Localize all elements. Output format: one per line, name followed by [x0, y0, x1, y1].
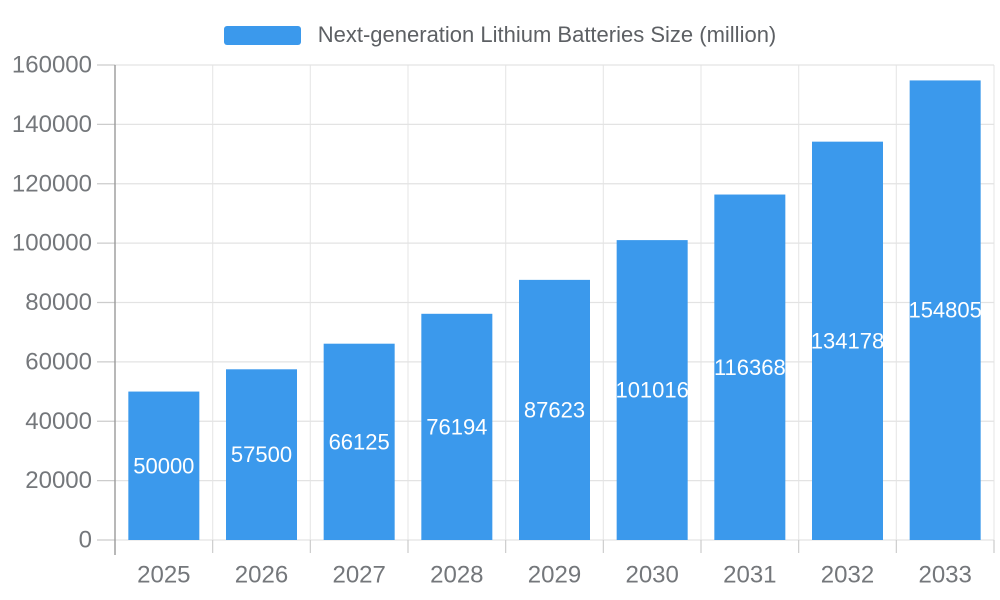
x-axis-label-2033: 2033 [918, 562, 971, 589]
bar-value-label-2026: 57500 [231, 442, 292, 467]
legend-swatch [223, 25, 301, 45]
bar-2025[interactable] [128, 391, 200, 540]
bar-2032[interactable] [812, 141, 883, 540]
x-axis-label-2029: 2029 [528, 562, 581, 589]
y-axis-label: 0 [79, 527, 92, 554]
legend-label: Next-generation Lithium Batteries Size (… [317, 22, 777, 47]
bar-value-label-2028: 76194 [426, 414, 487, 439]
bar-value-label-2031: 116368 [714, 355, 786, 380]
x-axis-label-2032: 2032 [821, 562, 874, 589]
x-axis-label-2028: 2028 [430, 562, 483, 589]
bar-2029[interactable] [519, 279, 590, 540]
legend[interactable]: Next-generation Lithium Batteries Size (… [0, 22, 1000, 48]
y-axis-label: 160000 [12, 52, 92, 79]
bar-value-label-2030: 101016 [615, 378, 688, 403]
bar-value-label-2027: 66125 [329, 429, 390, 454]
bar-2030[interactable] [616, 240, 688, 540]
y-axis-label: 40000 [25, 408, 92, 435]
x-axis-label-2026: 2026 [235, 562, 288, 589]
y-axis-label: 120000 [12, 170, 92, 197]
bar-2027[interactable] [323, 343, 395, 540]
y-axis-label: 140000 [12, 111, 92, 138]
bar-2031[interactable] [714, 194, 786, 540]
x-axis-label-2025: 2025 [137, 562, 190, 589]
y-axis-label: 80000 [25, 289, 92, 316]
x-axis-label-2031: 2031 [723, 562, 776, 589]
bar-value-label-2029: 87623 [524, 397, 585, 422]
bar-value-label-2032: 134178 [811, 328, 884, 353]
bar-2026[interactable] [226, 369, 297, 540]
bar-value-label-2033: 154805 [908, 298, 981, 323]
x-axis-label-2027: 2027 [332, 562, 385, 589]
y-axis-label: 20000 [25, 467, 92, 494]
x-axis-label-2030: 2030 [625, 562, 678, 589]
bar-value-label-2025: 50000 [133, 453, 194, 478]
y-axis-label: 100000 [12, 230, 92, 257]
bar-2028[interactable] [421, 313, 493, 540]
bar-2033[interactable] [909, 80, 981, 540]
y-axis-label: 60000 [25, 348, 92, 375]
